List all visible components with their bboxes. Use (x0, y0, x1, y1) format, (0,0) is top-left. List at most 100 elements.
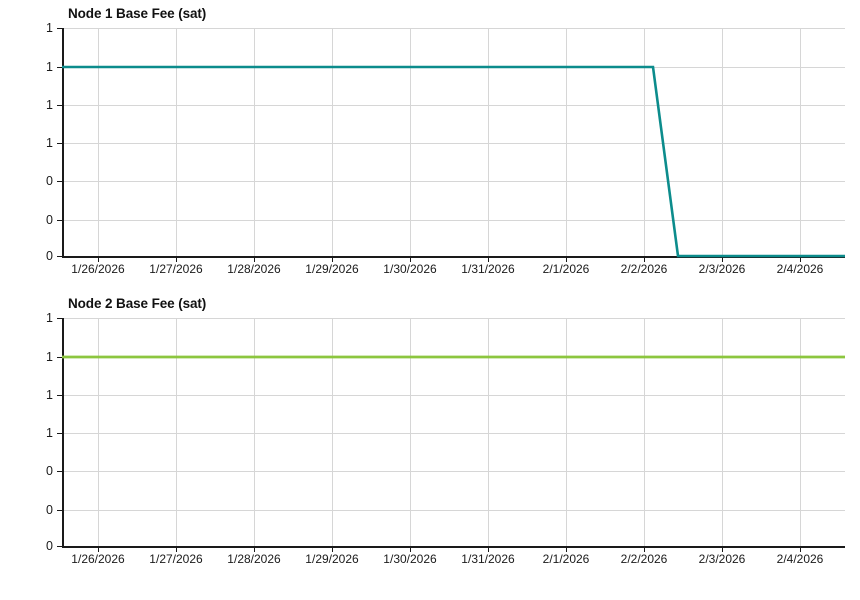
gridline-horizontal (62, 510, 845, 511)
x-axis-line (62, 256, 845, 258)
y-tick-label: 0 (46, 539, 53, 553)
gridline-vertical (644, 318, 645, 546)
gridline-vertical (488, 318, 489, 546)
y-tick-label: 0 (46, 249, 53, 263)
series-line-node-1 (62, 65, 845, 258)
y-tick-label: 1 (46, 60, 53, 74)
x-axis-tick (488, 547, 490, 552)
x-axis-tick (98, 547, 100, 552)
x-tick-label: 1/30/2026 (383, 262, 437, 276)
gridline-horizontal (62, 220, 845, 221)
gridline-vertical (176, 318, 177, 546)
x-tick-label: 2/1/2026 (542, 262, 590, 276)
x-tick-label: 2/3/2026 (698, 262, 746, 276)
x-axis-tick (254, 547, 256, 552)
gridline-vertical (98, 28, 99, 256)
plot-area-chart-1 (57, 28, 845, 262)
x-tick-label: 1/27/2026 (149, 552, 203, 566)
gridline-vertical (332, 28, 333, 256)
plot-area-chart-2 (57, 318, 845, 552)
y-axis-tick (57, 510, 62, 512)
y-tick-label: 1 (46, 350, 53, 364)
y-axis-tick (57, 433, 62, 435)
y-axis-tick (57, 28, 62, 30)
x-tick-label: 2/2/2026 (620, 262, 668, 276)
page-title-secondary: Node 2 Base Fee (sat) (68, 296, 207, 311)
gridline-vertical (488, 28, 489, 256)
gridline-horizontal (62, 471, 845, 472)
gridline-vertical (800, 28, 801, 256)
y-axis-tick (57, 143, 62, 145)
y-tick-label: 1 (46, 98, 53, 112)
x-tick-label: 2/1/2026 (542, 552, 590, 566)
y-tick-label: 1 (46, 136, 53, 150)
y-axis-line (62, 28, 64, 257)
y-axis-tick (57, 181, 62, 183)
gridline-vertical (410, 28, 411, 256)
gridline-vertical (176, 28, 177, 256)
x-tick-label: 1/28/2026 (227, 262, 281, 276)
y-axis-tick (57, 318, 62, 320)
x-tick-label: 1/29/2026 (305, 552, 359, 566)
gridline-vertical (410, 318, 411, 546)
x-axis-tick (176, 257, 178, 262)
x-axis-tick (332, 547, 334, 552)
x-tick-label: 2/3/2026 (698, 552, 746, 566)
gridline-horizontal (62, 433, 845, 434)
x-axis-tick (98, 257, 100, 262)
x-tick-label: 1/29/2026 (305, 262, 359, 276)
y-axis-line (62, 318, 64, 547)
gridline-vertical (254, 318, 255, 546)
x-tick-label: 1/26/2026 (71, 552, 125, 566)
gridline-vertical (722, 28, 723, 256)
gridline-vertical (332, 318, 333, 546)
y-axis-tick (57, 67, 62, 69)
x-axis-tick (800, 547, 802, 552)
x-axis-tick (332, 257, 334, 262)
y-tick-label: 1 (46, 311, 53, 325)
y-axis-tick (57, 471, 62, 473)
chart-panel-node-1: Node 1 Base Fee (sat) 1 1 1 1 0 0 0 (0, 0, 860, 290)
y-tick-label: 0 (46, 174, 53, 188)
gridline-horizontal (62, 105, 845, 106)
x-axis-line (62, 546, 845, 548)
gridline-vertical (254, 28, 255, 256)
x-axis-tick (410, 547, 412, 552)
x-tick-label: 2/2/2026 (620, 552, 668, 566)
y-axis-tick (57, 357, 62, 359)
gridline-vertical (722, 318, 723, 546)
gridline-vertical (566, 318, 567, 546)
gridline-vertical (98, 318, 99, 546)
x-tick-label: 1/30/2026 (383, 552, 437, 566)
y-axis-tick (57, 256, 62, 258)
y-tick-label: 0 (46, 464, 53, 478)
x-axis-tick (488, 257, 490, 262)
series-line-node-2 (62, 355, 845, 359)
x-tick-label: 1/27/2026 (149, 262, 203, 276)
x-axis-tick (644, 257, 646, 262)
gridline-horizontal (62, 143, 845, 144)
gridline-vertical (644, 28, 645, 256)
gridline-vertical (566, 28, 567, 256)
gridline-horizontal (62, 181, 845, 182)
chart-panel-node-2: Node 2 Base Fee (sat) 1 1 1 1 0 0 0 (0, 290, 860, 580)
page-title: Node 1 Base Fee (sat) (68, 6, 207, 21)
gridline-horizontal (62, 395, 845, 396)
x-axis-tick (566, 547, 568, 552)
x-tick-label: 1/26/2026 (71, 262, 125, 276)
x-tick-label: 2/4/2026 (776, 262, 824, 276)
x-axis-tick (254, 257, 256, 262)
y-tick-label: 1 (46, 21, 53, 35)
x-tick-label: 1/31/2026 (461, 262, 515, 276)
x-tick-label: 2/4/2026 (776, 552, 824, 566)
x-axis-tick (722, 547, 724, 552)
x-axis-tick (566, 257, 568, 262)
gridline-horizontal (62, 28, 845, 29)
y-axis-tick (57, 546, 62, 548)
x-tick-label: 1/31/2026 (461, 552, 515, 566)
x-tick-label: 1/28/2026 (227, 552, 281, 566)
y-tick-label: 1 (46, 426, 53, 440)
x-axis-tick (722, 257, 724, 262)
y-tick-label: 1 (46, 388, 53, 402)
x-axis-tick (800, 257, 802, 262)
